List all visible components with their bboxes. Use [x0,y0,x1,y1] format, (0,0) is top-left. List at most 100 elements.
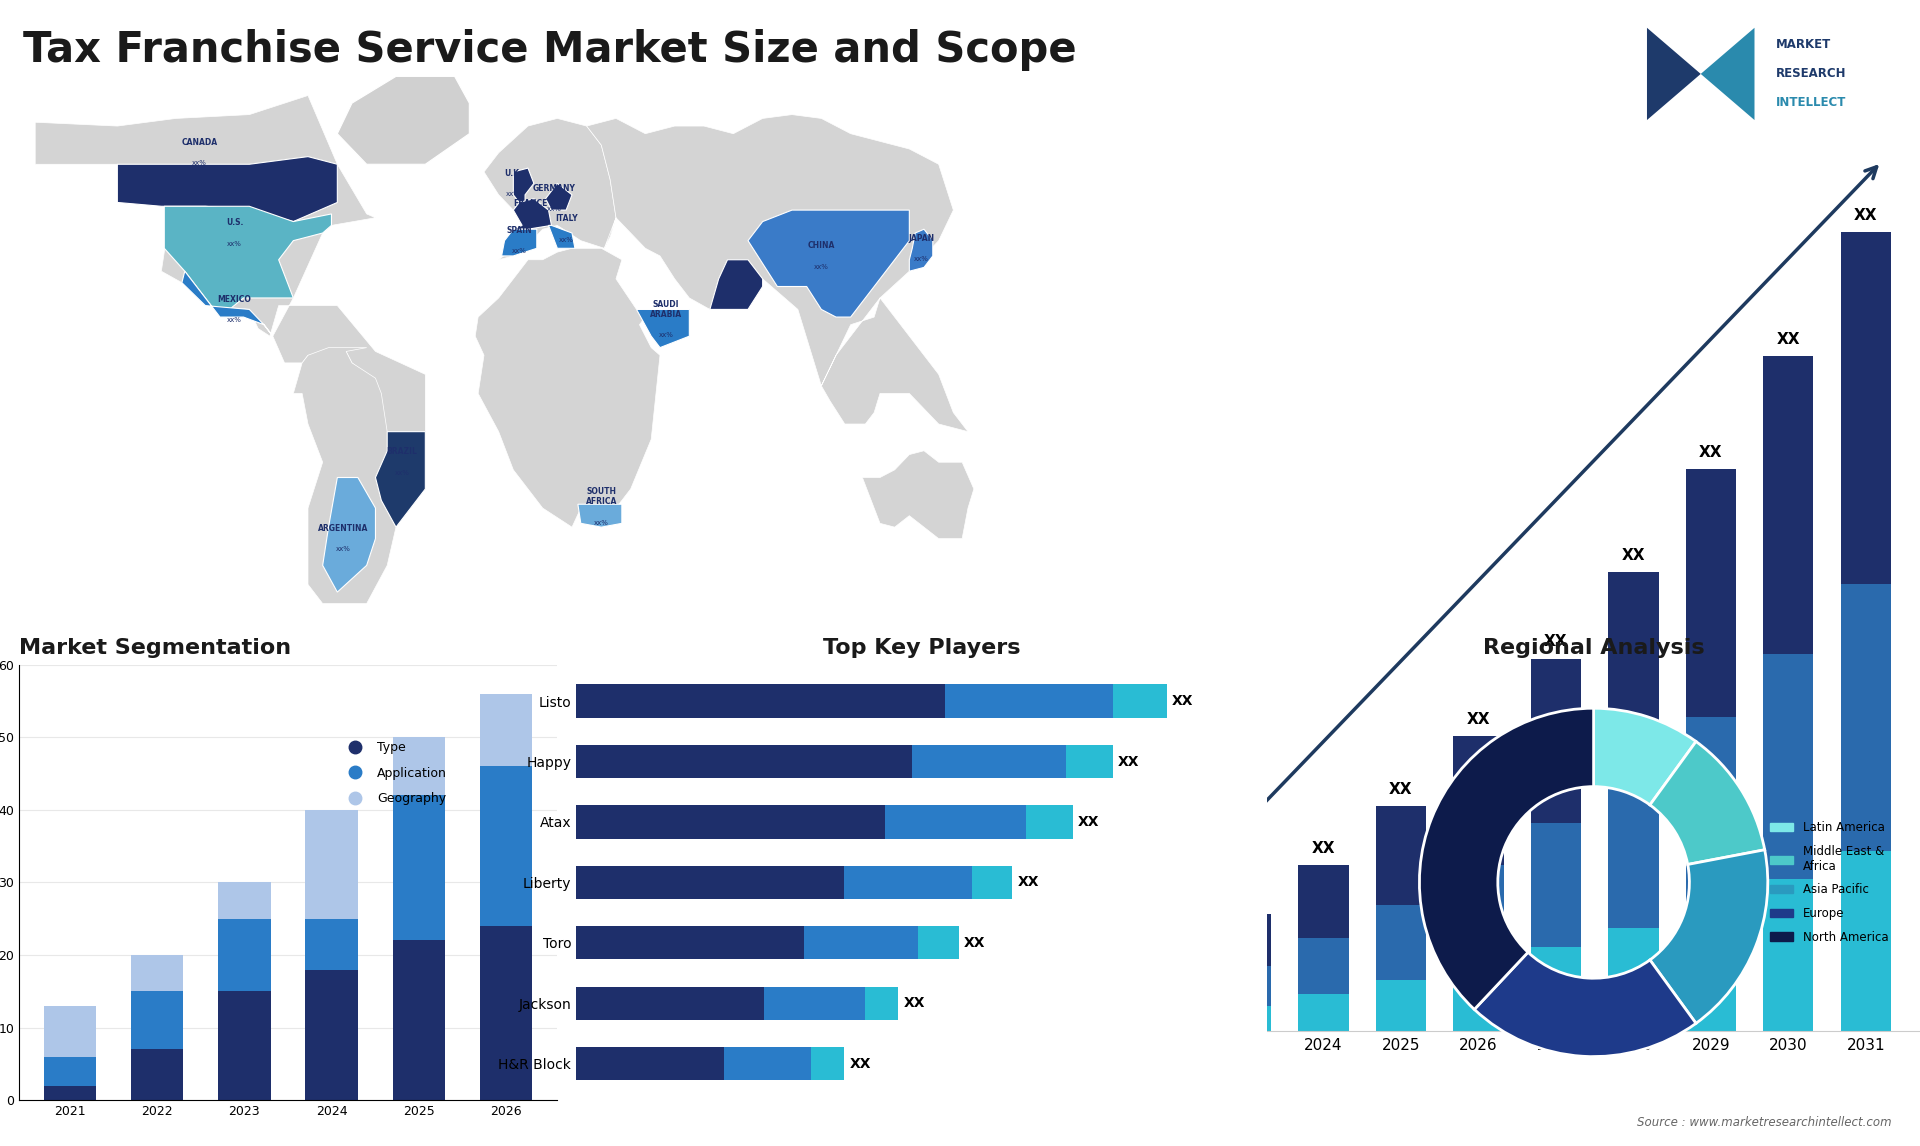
Text: XX: XX [1235,889,1258,905]
Polygon shape [323,478,376,592]
Text: JAPAN: JAPAN [908,234,935,243]
Bar [219,919,271,991]
Text: GERMANY: GERMANY [534,183,576,193]
Text: XX: XX [1077,815,1100,829]
Polygon shape [710,260,762,309]
Bar [576,987,764,1020]
Bar [1377,905,1427,980]
Bar [394,941,445,1100]
Polygon shape [910,229,933,272]
Polygon shape [578,504,622,527]
Title: Regional Analysis: Regional Analysis [1482,637,1705,658]
Bar [1609,928,1659,1031]
Text: MARKET: MARKET [1776,39,1832,52]
Polygon shape [501,229,538,256]
Bar [1763,356,1814,654]
Wedge shape [1594,708,1695,804]
Bar [219,882,271,919]
Bar [131,991,182,1050]
Text: xx%: xx% [559,237,574,243]
Text: XX: XX [1622,548,1645,563]
Polygon shape [182,272,273,336]
Text: xx%: xx% [394,470,409,476]
Bar [1298,994,1348,1031]
Bar [945,684,1114,717]
Bar [1453,964,1503,1031]
Wedge shape [1649,850,1768,1023]
Text: XX: XX [1855,207,1878,223]
Polygon shape [749,210,910,317]
Text: XX: XX [1117,754,1140,769]
Bar [724,1047,810,1081]
Polygon shape [35,95,426,489]
Polygon shape [1701,28,1755,120]
Polygon shape [637,309,689,347]
Bar [1763,879,1814,1031]
Bar [972,865,1012,900]
Bar [1142,1013,1194,1031]
Wedge shape [1419,708,1594,1010]
Polygon shape [549,226,574,249]
Text: U.K.: U.K. [505,168,522,178]
Bar [1530,823,1580,947]
Bar [44,1085,96,1100]
Title: Top Key Players: Top Key Players [824,637,1020,658]
Text: xx%: xx% [914,256,929,262]
Bar [845,865,972,900]
Bar [1841,851,1891,1031]
Bar [44,1006,96,1057]
Text: XX: XX [851,1057,872,1070]
Text: Source : www.marketresearchintellect.com: Source : www.marketresearchintellect.com [1636,1116,1891,1129]
Bar [1453,865,1503,964]
Text: XX: XX [1390,782,1413,798]
Text: ITALY: ITALY [555,214,578,223]
Bar [131,955,182,991]
Bar [1609,572,1659,776]
Bar [305,919,357,970]
Text: BRAZIL: BRAZIL [386,447,417,456]
Bar [480,926,532,1100]
Bar [1686,717,1736,905]
Bar [1221,1006,1271,1031]
Polygon shape [117,157,338,221]
Text: CHINA: CHINA [808,241,835,250]
Text: XX: XX [1018,876,1039,889]
Text: xx%: xx% [593,519,609,526]
Bar [219,991,271,1100]
Text: Tax Franchise Service Market Size and Scope: Tax Franchise Service Market Size and Sc… [23,29,1077,71]
Bar [1066,745,1114,778]
Text: xx%: xx% [814,264,829,269]
Bar [1453,736,1503,865]
Polygon shape [338,77,468,164]
Wedge shape [1649,741,1764,864]
Polygon shape [484,118,616,260]
Legend: Latin America, Middle East &
Africa, Asia Pacific, Europe, North America: Latin America, Middle East & Africa, Asi… [1764,816,1893,949]
Text: xx%: xx% [227,317,242,323]
Text: XX: XX [1079,953,1102,968]
Text: xx%: xx% [547,206,563,212]
Bar [576,684,945,717]
Bar [912,745,1066,778]
Bar [576,926,804,959]
Bar [1142,949,1194,984]
Bar [1841,583,1891,851]
Bar [1530,947,1580,1031]
Bar [1686,469,1736,717]
Bar [1841,233,1891,583]
Bar [1298,937,1348,994]
Bar [1530,659,1580,823]
Text: xx%: xx% [336,547,351,552]
Bar [44,1057,96,1085]
Polygon shape [513,198,551,229]
Bar [1686,905,1736,1031]
Bar [1377,980,1427,1031]
Text: xx%: xx% [524,221,538,228]
Bar [576,745,912,778]
Polygon shape [1647,28,1701,120]
Bar [804,926,918,959]
Text: XX: XX [1311,841,1334,856]
Bar [1298,865,1348,937]
Bar [305,810,357,919]
Text: FRANCE: FRANCE [515,199,547,209]
Text: xx%: xx% [732,295,747,300]
